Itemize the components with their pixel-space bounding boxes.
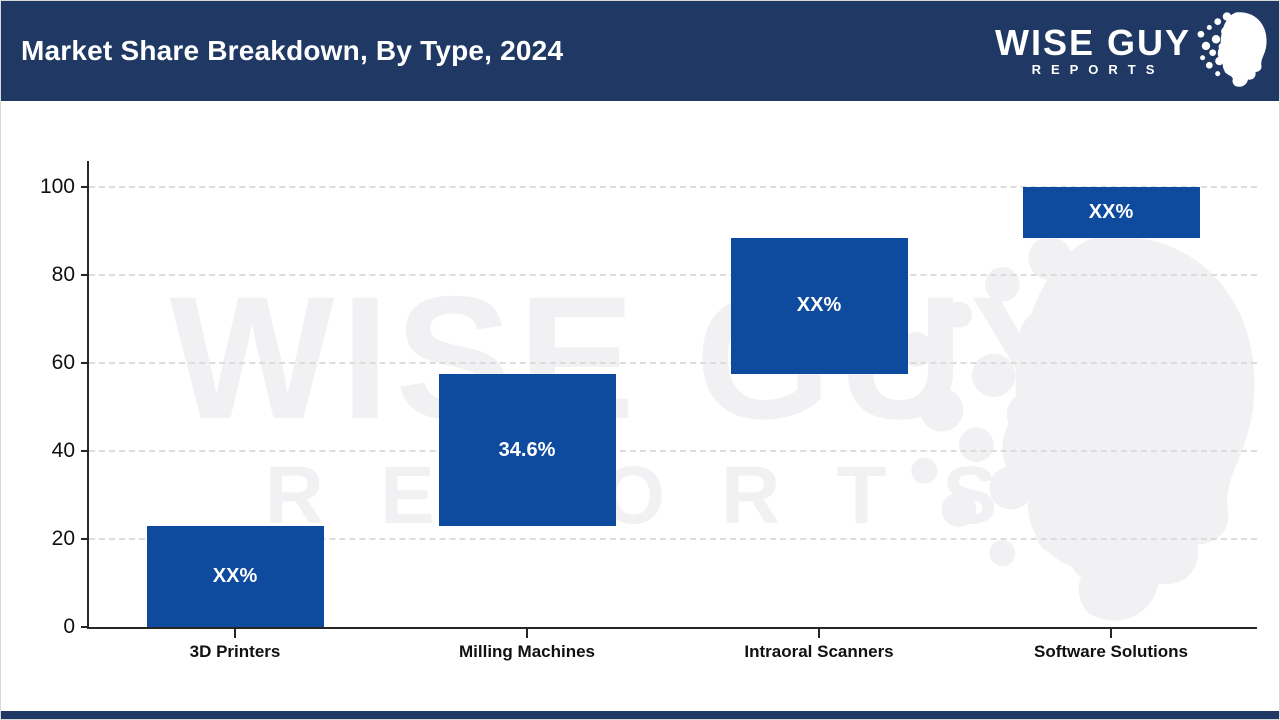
- y-tick-80: [81, 274, 89, 276]
- wise-guy-reports-logo: WISE GUY REPORTS: [995, 9, 1279, 93]
- gridline-40: [89, 450, 1257, 452]
- logo-subtitle: REPORTS: [1031, 62, 1165, 77]
- y-tick-60: [81, 362, 89, 364]
- x-tick-software-solutions: [1110, 629, 1112, 638]
- bar-value-label: XX%: [212, 564, 258, 587]
- logo-text: WISE GUY REPORTS: [995, 24, 1191, 78]
- logo-wordmark: WISE GUY: [994, 22, 1191, 63]
- y-tick-label-20: 20: [51, 527, 75, 550]
- x-tick-3d-printers: [234, 629, 236, 638]
- x-axis-line: [87, 627, 1257, 629]
- category-label-software-solutions: Software Solutions: [1034, 642, 1188, 661]
- gridline-100: [89, 186, 1257, 188]
- y-tick-label-60: 60: [51, 351, 75, 374]
- bar-software-solutions: [1022, 187, 1200, 238]
- y-tick-20: [81, 538, 89, 540]
- bar-value-label: 34.6%: [498, 438, 556, 461]
- category-label-milling-machines: Milling Machines: [458, 642, 596, 661]
- y-axis-line: [87, 161, 89, 629]
- dotted-face-icon: [1197, 12, 1267, 87]
- y-tick-label-100: 100: [39, 175, 75, 198]
- bar-value-label: XX%: [1088, 201, 1134, 223]
- x-tick-intraoral-scanners: [818, 629, 820, 638]
- footer-bar: [1, 711, 1279, 719]
- y-tick-label-80: 80: [51, 263, 75, 286]
- watermark-subtitle: REPORTS: [264, 450, 1054, 541]
- bar-intraoral-scanners: [730, 237, 908, 374]
- gridline-20: [89, 538, 1257, 540]
- header-bar: Market Share Breakdown, By Type, 2024 WI…: [1, 1, 1279, 101]
- category-label-intraoral-scanners: Intraoral Scanners: [744, 642, 894, 661]
- y-tick-100: [81, 186, 89, 188]
- category-label-3d-printers: 3D Printers: [189, 642, 281, 661]
- bar-milling-machines: [438, 373, 616, 526]
- x-tick-milling-machines: [526, 629, 528, 638]
- watermark-face-icon: [898, 236, 1255, 621]
- gridline-80: [89, 274, 1257, 276]
- gridline-60: [89, 362, 1257, 364]
- bar-value-label: XX%: [796, 293, 842, 316]
- y-tick-label-40: 40: [51, 439, 75, 462]
- y-tick-label-0: 0: [63, 615, 75, 638]
- bar-3d-printers: [146, 525, 324, 627]
- y-tick-40: [81, 450, 89, 452]
- page-title: Market Share Breakdown, By Type, 2024: [21, 35, 564, 66]
- y-tick-0: [81, 626, 89, 628]
